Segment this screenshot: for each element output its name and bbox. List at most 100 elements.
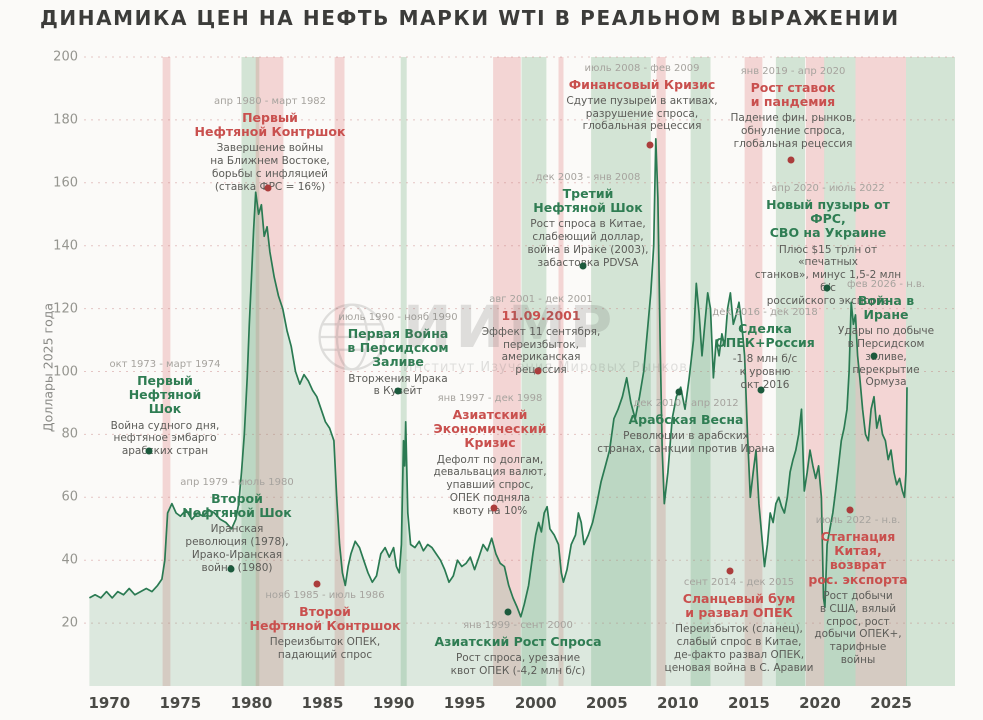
event-description: Война судного дня, нефтяное эмбарго араб… — [110, 419, 220, 458]
event-period: янв 1999 - сент 2000 — [463, 620, 573, 631]
event-dot — [394, 387, 402, 395]
x-tick-label: 1975 — [159, 694, 202, 712]
x-tick-label: 2010 — [656, 694, 699, 712]
y-tick-label: 40 — [61, 552, 78, 568]
event-period: окт 1973 - март 1974 — [109, 359, 221, 370]
event-annotation: дек 2010 - апр 2012 Арабская Весна Революц… — [597, 398, 774, 455]
area-fill — [89, 138, 907, 687]
y-tick-label: 160 — [53, 175, 78, 191]
event-description: Рост спроса в Китае, слабеющий доллар, в… — [527, 218, 649, 269]
event-annotation: янв 1997 - дек 1998 Азиатский Экономическ… — [433, 393, 546, 518]
event-description: Удары по добыче в Персидском заливе, пер… — [837, 325, 935, 389]
event-dot — [675, 388, 683, 396]
event-title: Второй Нефтяной Контршок — [249, 603, 401, 633]
period-band — [255, 57, 284, 686]
x-tick-label: 1985 — [301, 694, 344, 712]
x-tick-label: 2020 — [799, 694, 841, 712]
period-band — [855, 57, 906, 686]
event-description: Переизбыток ОПЕК, падающий спрос — [269, 636, 381, 662]
event-annotation: июль 2008 - фев 2009 Финансовый Кризис Сду… — [566, 63, 717, 133]
event-annotation: сент 2014 - дек 2015 Сланцевый бум и разв… — [665, 577, 814, 674]
event-dot — [579, 262, 587, 270]
event-annotation: июль 1990 - нояб 1990 Первая Война в Перс… — [338, 312, 457, 398]
event-annotation: янв 2019 - апр 2020 Рост ставок и пандеми… — [731, 66, 856, 151]
y-tick-label: 20 — [61, 615, 78, 631]
period-band — [162, 57, 171, 686]
y-tick-label: 80 — [61, 426, 78, 442]
event-title: Первый Нефтяной Шок — [128, 372, 202, 417]
event-annotation: фев 2026 - н.в. Война в Иране Удары по доб… — [838, 279, 935, 389]
event-title: Финансовый Кризис — [568, 76, 716, 92]
period-band — [824, 57, 856, 686]
x-tick-label: 2000 — [514, 694, 557, 712]
event-dot — [846, 506, 854, 514]
period-band — [334, 57, 345, 686]
event-period: фев 2026 - н.в. — [847, 279, 925, 290]
event-period: дек 2016 - дек 2018 — [712, 307, 818, 318]
event-dot — [504, 608, 512, 616]
event-title: Третий Нефтяной Шок — [533, 185, 643, 215]
event-title: Сделка ОПЕК+Россия — [715, 320, 815, 350]
y-tick-label: 180 — [53, 112, 78, 128]
period-band — [690, 57, 711, 686]
event-description: Падение фин. рынков, обнуление спроса, г… — [730, 112, 856, 150]
event-period: июль 1990 - нояб 1990 — [338, 312, 458, 323]
event-dot — [227, 565, 235, 573]
x-tick-label: 1970 — [88, 694, 131, 712]
y-tick-label: 100 — [53, 364, 78, 379]
event-period: апр 2020 - июль 2022 — [771, 183, 885, 194]
event-annotation: апр 1979 - июль 1980 Второй Нефтяной Шок И… — [180, 477, 293, 574]
chart-title: ДИНАМИКА ЦЕН НА НЕФТЬ МАРКИ WTI В РЕАЛЬН… — [40, 6, 900, 30]
event-annotation: нояб 1985 - июль 1986 Второй Нефтяной Кон… — [250, 590, 401, 662]
period-band — [400, 57, 407, 686]
x-tick-label: 2015 — [728, 694, 770, 712]
event-period: янв 2019 - апр 2020 — [740, 66, 846, 77]
event-annotation: апр 1980 - март 1982 Первый Нефтяной Конт… — [195, 96, 346, 193]
event-period: апр 1979 - июль 1980 — [180, 477, 294, 488]
x-tick-label: 1995 — [443, 694, 486, 712]
event-annotation: апр 2020 - июль 2022 Новый пузырь от ФРС,… — [751, 183, 906, 308]
y-tick-label: 140 — [53, 238, 78, 254]
event-period: дек 2010 - апр 2012 — [633, 398, 739, 409]
event-title: Рост ставок и пандемия — [750, 79, 836, 109]
event-description: Иранская революция (1978), Ирако-Иранска… — [185, 523, 289, 574]
event-description: Дефолт по долгам, девальвация валют, упа… — [433, 453, 547, 517]
event-annotation: дек 2003 - янв 2008 Третий Нефтяной Шок Ро… — [528, 172, 649, 269]
event-title: Новый пузырь от ФРС, СВО на Украине — [766, 196, 890, 241]
event-dot — [313, 580, 321, 588]
event-period: янв 1997 - дек 1998 — [437, 393, 543, 404]
period-band — [805, 57, 825, 686]
y-tick-label: 120 — [53, 301, 78, 317]
event-period: авг 2001 - дек 2001 — [489, 294, 593, 305]
event-period: апр 1980 - март 1982 — [213, 96, 327, 107]
event-dot — [534, 367, 542, 375]
event-period: дек 2003 - янв 2008 — [535, 172, 641, 183]
x-tick-label: 2025 — [870, 694, 912, 712]
event-description: -1,8 млн б/с к уровню окт 2016 — [732, 353, 798, 391]
event-period: сент 2014 - дек 2015 — [683, 577, 795, 588]
event-title: Сланцевый бум и развал ОПЕК — [682, 590, 796, 620]
event-description: Сдутие пузырей в активах, разрушение спр… — [566, 94, 718, 133]
event-description: Завершение войны на Ближнем Востоке, бор… — [210, 142, 330, 193]
event-period: нояб 1985 - июль 1986 — [265, 590, 385, 601]
event-title: Второй Нефтяной Шок — [182, 490, 292, 520]
event-title: Первый Нефтяной Контршок — [194, 109, 346, 139]
event-dot — [490, 504, 498, 512]
event-description: Рост спроса, урезание квот ОПЕК (-4,2 мл… — [450, 651, 586, 677]
event-dot — [646, 141, 654, 149]
event-annotation: окт 1973 - март 1974 Первый Нефтяной Шок В… — [109, 359, 220, 458]
x-tick-label: 1980 — [230, 694, 273, 712]
event-dot — [823, 284, 831, 292]
event-title: Азиатский Рост Спроса — [434, 633, 602, 649]
event-title: 11.09.2001 — [501, 307, 581, 323]
event-annotation: янв 1999 - сент 2000 Азиатский Рост Спрос… — [434, 620, 601, 677]
event-description: Вторжения Ирака в Кувейт — [348, 372, 448, 398]
price-line — [88, 137, 908, 618]
period-band — [744, 57, 763, 686]
x-tick-label: 2005 — [585, 694, 628, 712]
event-annotation: июль 2022 - н.в. Стагнация Китая, возврат… — [808, 515, 907, 667]
period-band — [591, 57, 651, 686]
event-dot — [264, 184, 272, 192]
event-period: июль 2008 - фев 2009 — [584, 63, 700, 74]
